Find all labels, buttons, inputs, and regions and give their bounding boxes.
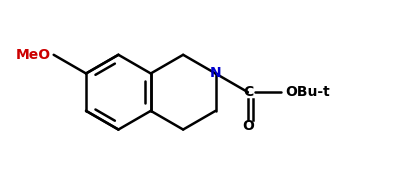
Text: MeO: MeO <box>15 48 50 62</box>
Text: C: C <box>243 85 253 99</box>
Text: OBu-t: OBu-t <box>285 85 330 99</box>
Text: O: O <box>242 119 254 133</box>
Text: N: N <box>210 66 221 81</box>
